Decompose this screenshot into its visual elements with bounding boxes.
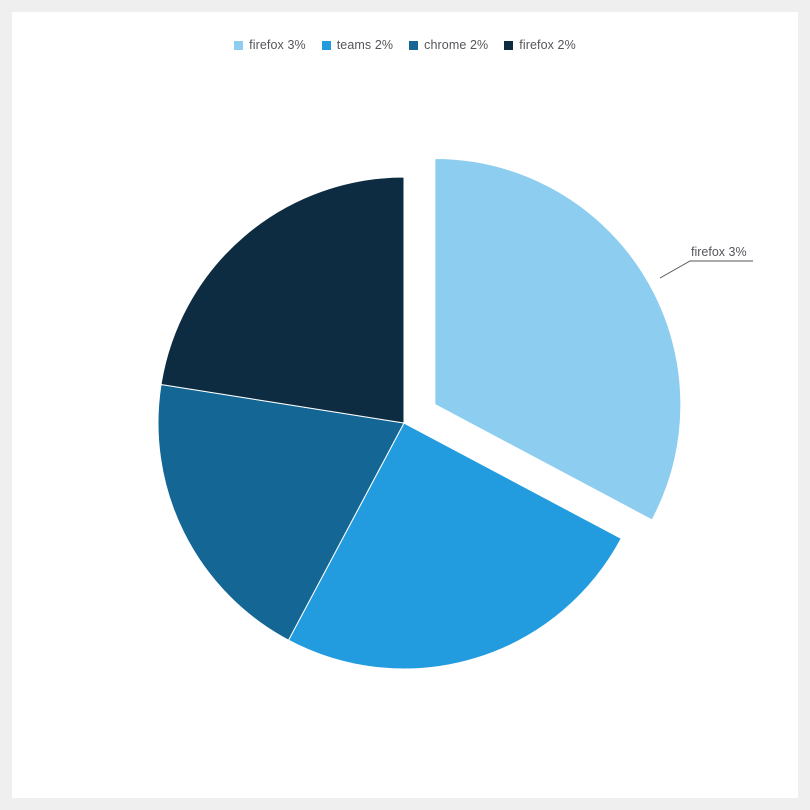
legend-item-label: teams 2%	[336, 38, 394, 52]
square-swatch-icon	[409, 40, 419, 50]
pie-chart-svg: firefox 3%	[157, 157, 753, 670]
legend-item-1[interactable]: teams 2%	[321, 38, 394, 52]
pie-slice-3[interactable]	[160, 176, 405, 424]
chart-legend: firefox 3% teams 2% chrome 2% firefox 2%	[12, 38, 798, 52]
chart-card: firefox 3% teams 2% chrome 2% firefox 2% fi…	[12, 12, 798, 798]
square-swatch-icon	[234, 40, 244, 50]
legend-item-2[interactable]: chrome 2%	[409, 38, 488, 52]
legend-item-0[interactable]: firefox 3%	[234, 38, 306, 52]
legend-item-label: firefox 3%	[249, 38, 306, 52]
legend-item-label: chrome 2%	[424, 38, 489, 52]
square-swatch-icon	[321, 40, 331, 50]
legend-item-label: firefox 2%	[519, 38, 576, 52]
pie-slice-group	[157, 157, 682, 670]
callout-leader-line	[659, 260, 753, 279]
pie-slice-2[interactable]	[157, 384, 405, 641]
square-swatch-icon	[504, 40, 514, 50]
pie-plot-area: firefox 3%	[12, 12, 798, 798]
pie-callout-group: firefox 3%	[659, 245, 753, 279]
pie-slice-0[interactable]	[434, 157, 682, 521]
callout-label: firefox 3%	[691, 245, 747, 259]
legend-item-3[interactable]: firefox 2%	[504, 38, 576, 52]
